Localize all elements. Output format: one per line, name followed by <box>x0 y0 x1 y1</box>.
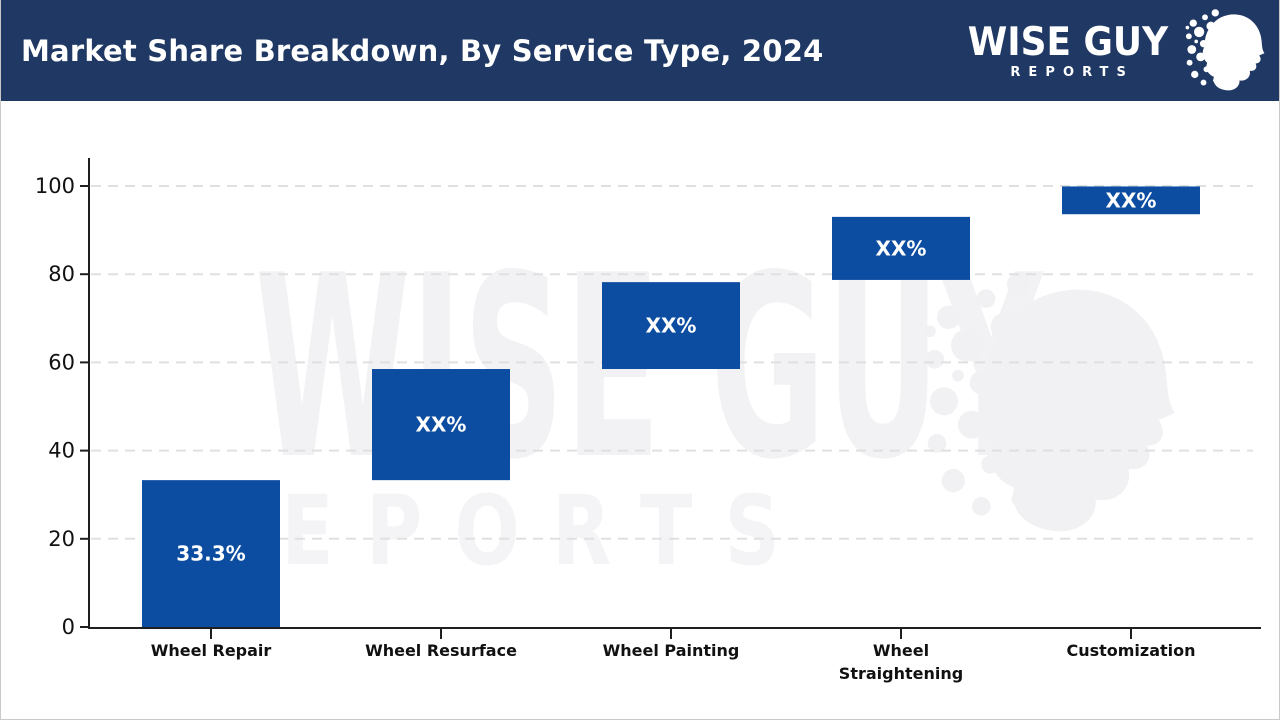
waterfall-bar-wheel-painting <box>602 282 740 370</box>
y-tick-label: 20 <box>48 527 75 551</box>
bar-value-label: 33.3% <box>176 542 245 566</box>
bar-value-label: XX% <box>646 314 697 338</box>
waterfall-bar-wheel-repair <box>142 480 280 627</box>
x-tick-label: Wheel Painting <box>603 641 740 660</box>
bar-value-label: XX% <box>416 413 467 437</box>
logo-text: WISE GUY REPORTS <box>959 19 1177 80</box>
bar-value-label: XX% <box>876 236 927 260</box>
y-tick-label: 60 <box>48 350 75 374</box>
wiseguy-logo: WISE GUY REPORTS <box>959 6 1273 96</box>
logo-subtext: REPORTS <box>1010 64 1134 80</box>
waterfall-bar-wheel-resurface <box>372 369 510 481</box>
x-tick-label: Straightening <box>839 664 963 683</box>
x-tick-label: Wheel <box>873 641 929 660</box>
y-tick-label: 0 <box>62 615 75 639</box>
x-tick-label: Wheel Resurface <box>365 641 517 660</box>
header-bar: Market Share Breakdown, By Service Type,… <box>1 0 1279 101</box>
y-tick-label: 40 <box>48 439 75 463</box>
y-tick-label: 100 <box>35 174 75 198</box>
x-tick-label: Wheel Repair <box>151 641 272 660</box>
x-tick-label: Customization <box>1066 641 1195 660</box>
waterfall-bar-customization <box>1062 186 1200 215</box>
logo-head-icon <box>1185 9 1265 91</box>
logo-wordmark: WISE GUY <box>967 19 1169 65</box>
bar-value-label: XX% <box>1106 188 1157 212</box>
y-tick-label: 80 <box>48 262 75 286</box>
waterfall-bar-wheel-straightening <box>832 216 970 280</box>
chart-title: Market Share Breakdown, By Service Type,… <box>21 33 824 68</box>
